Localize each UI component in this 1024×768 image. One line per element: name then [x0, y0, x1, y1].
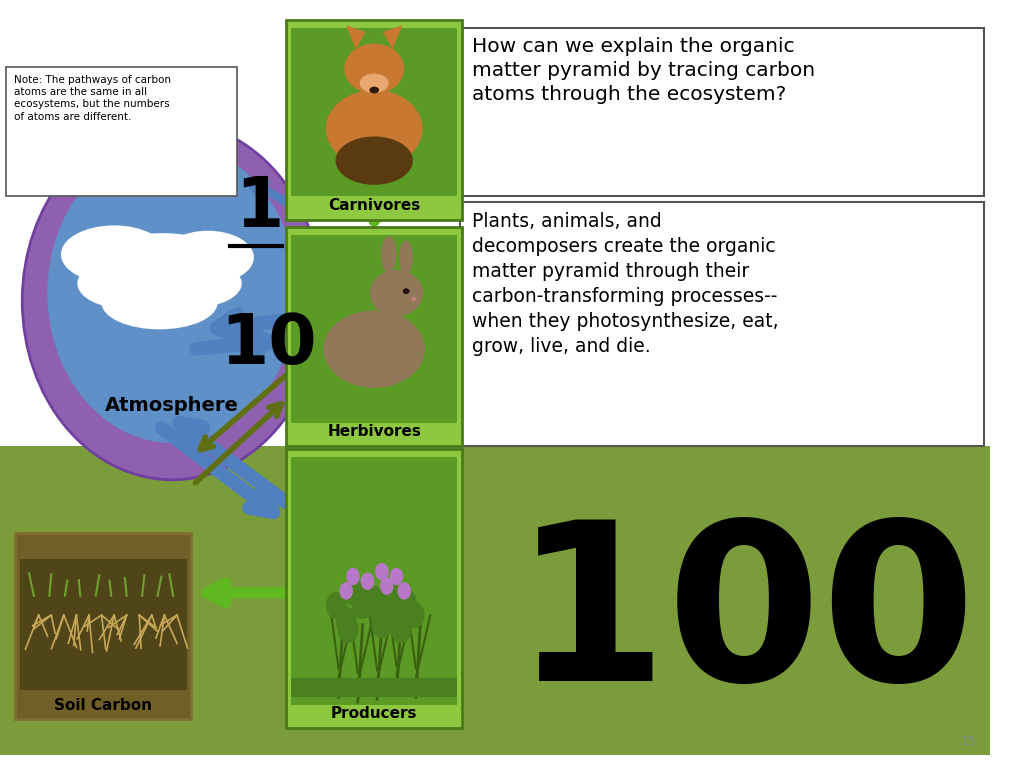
Ellipse shape [346, 568, 359, 585]
Ellipse shape [391, 616, 412, 643]
Ellipse shape [339, 582, 353, 600]
Text: 100: 100 [513, 513, 977, 727]
Bar [291, 235, 458, 422]
Bar [291, 456, 458, 705]
Ellipse shape [324, 310, 425, 388]
Ellipse shape [375, 563, 389, 581]
Ellipse shape [336, 607, 356, 634]
Ellipse shape [386, 594, 408, 622]
Ellipse shape [381, 236, 396, 273]
FancyBboxPatch shape [461, 202, 984, 446]
FancyBboxPatch shape [6, 67, 237, 197]
FancyBboxPatch shape [15, 533, 191, 719]
Ellipse shape [85, 233, 240, 310]
Ellipse shape [399, 240, 413, 274]
Text: Carnivores: Carnivores [328, 197, 420, 213]
Ellipse shape [361, 585, 383, 612]
Ellipse shape [326, 90, 423, 167]
Ellipse shape [162, 230, 254, 284]
Ellipse shape [397, 582, 411, 600]
Ellipse shape [344, 44, 404, 94]
FancyBboxPatch shape [287, 227, 462, 446]
Bar [20, 559, 186, 690]
Bar [291, 28, 458, 197]
Polygon shape [346, 25, 366, 49]
FancyBboxPatch shape [461, 28, 984, 197]
Text: Atmosphere: Atmosphere [105, 396, 239, 415]
Ellipse shape [338, 616, 358, 643]
Ellipse shape [336, 137, 413, 185]
Ellipse shape [78, 258, 174, 309]
Text: 1: 1 [236, 174, 284, 241]
Ellipse shape [390, 568, 403, 585]
Bar [0, 446, 990, 755]
Ellipse shape [403, 601, 425, 629]
Ellipse shape [370, 87, 379, 94]
Bar [291, 678, 458, 697]
Text: Herbivores: Herbivores [328, 424, 421, 439]
Ellipse shape [395, 589, 417, 616]
Ellipse shape [23, 122, 322, 480]
FancyBboxPatch shape [287, 21, 462, 220]
Ellipse shape [145, 260, 242, 308]
Ellipse shape [344, 579, 366, 607]
Text: 15: 15 [961, 734, 977, 747]
Text: Note: The pathways of carbon
atoms are the same in all
ecosystems, but the numbe: Note: The pathways of carbon atoms are t… [13, 74, 171, 122]
Text: Soil Carbon: Soil Carbon [54, 697, 153, 713]
Text: 10: 10 [220, 310, 317, 378]
Text: How can we explain the organic
matter pyramid by tracing carbon
atoms through th: How can we explain the organic matter py… [472, 37, 815, 104]
Ellipse shape [380, 578, 393, 594]
Ellipse shape [370, 270, 423, 316]
Ellipse shape [60, 226, 167, 283]
Ellipse shape [326, 592, 347, 619]
Ellipse shape [47, 143, 297, 443]
Ellipse shape [370, 599, 391, 626]
Text: Producers: Producers [331, 707, 418, 721]
Ellipse shape [402, 288, 410, 294]
Ellipse shape [101, 276, 217, 329]
Text: Plants, animals, and
decomposers create the organic
matter pyramid through their: Plants, animals, and decomposers create … [472, 212, 778, 356]
Polygon shape [383, 25, 402, 49]
Ellipse shape [359, 74, 389, 93]
Ellipse shape [411, 296, 417, 301]
Ellipse shape [379, 582, 400, 609]
Ellipse shape [372, 611, 392, 638]
Ellipse shape [352, 592, 374, 619]
Ellipse shape [360, 573, 374, 590]
FancyBboxPatch shape [287, 449, 462, 728]
